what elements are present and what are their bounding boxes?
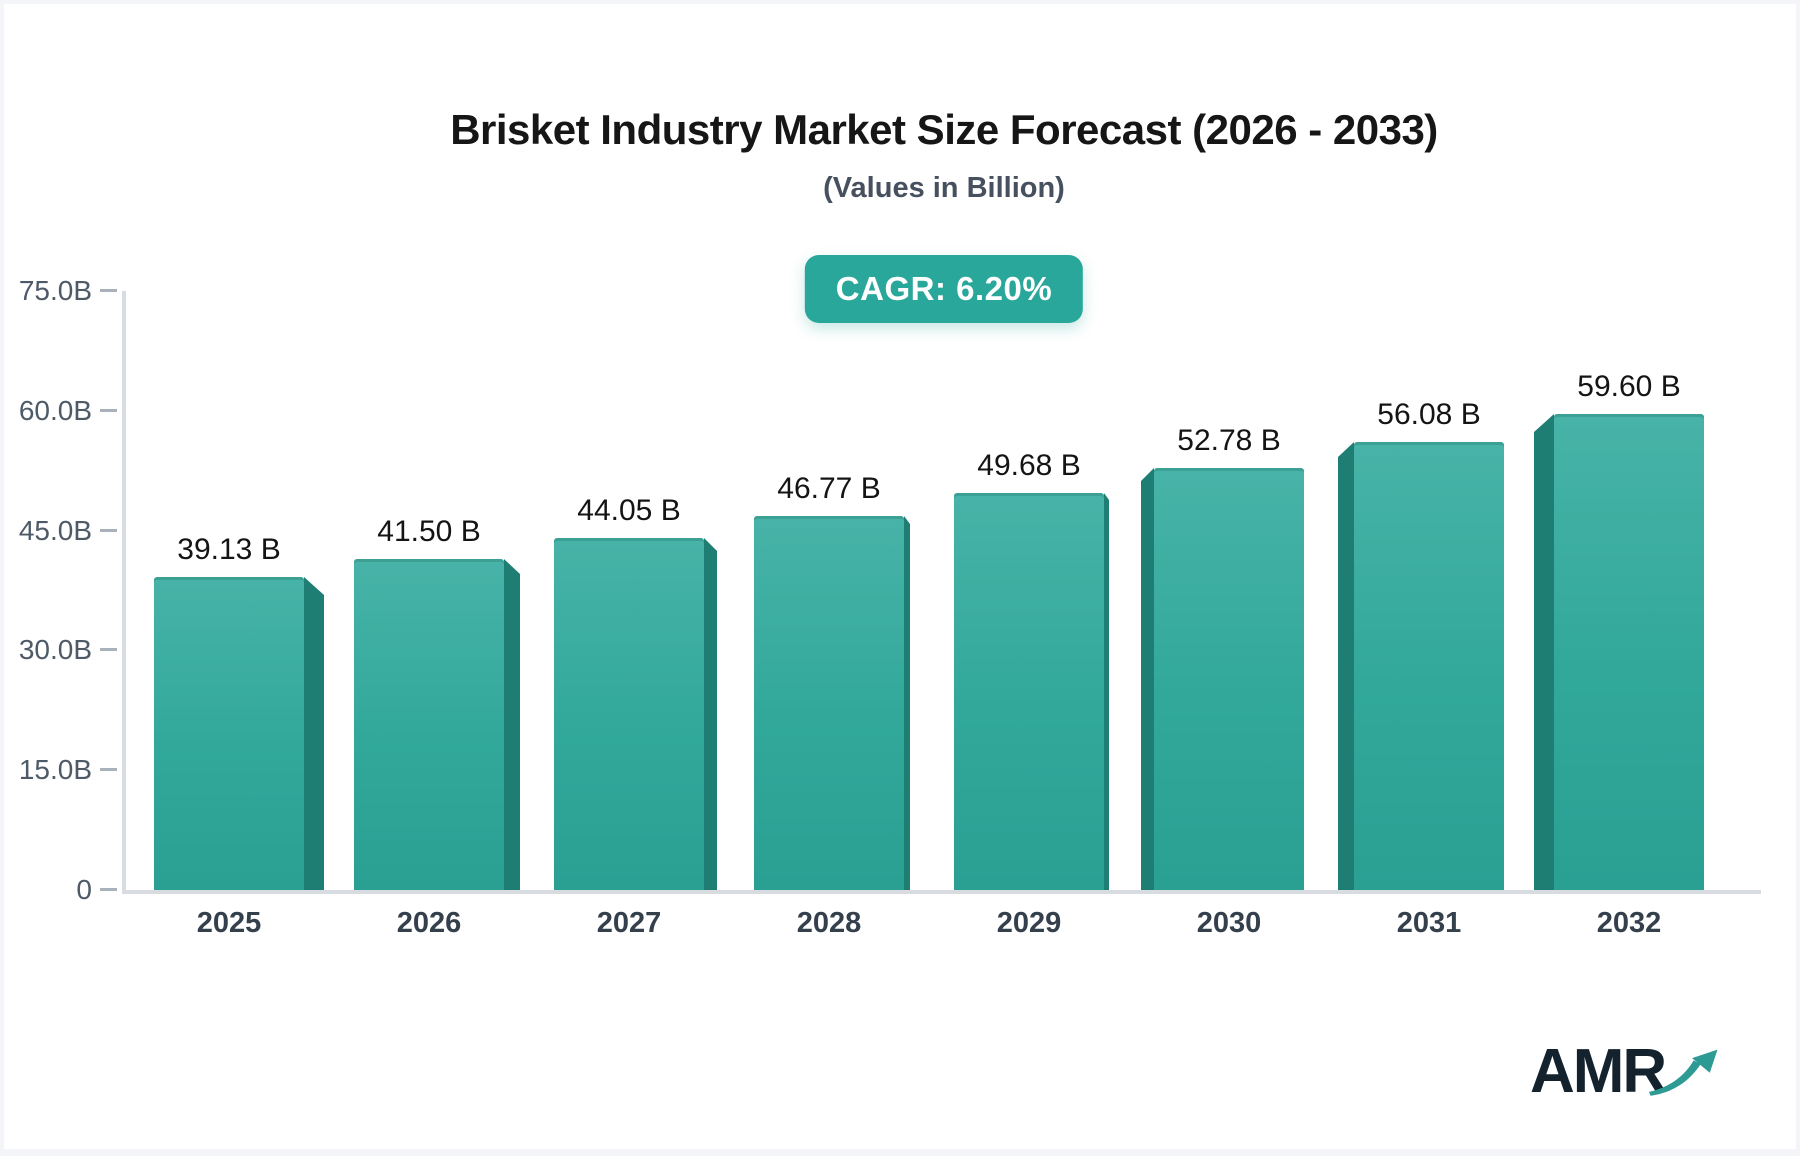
- bar-2029: [954, 493, 1104, 890]
- x-axis-label-2026: 2026: [396, 907, 462, 939]
- y-axis-tick: [100, 529, 117, 532]
- bar-value-label: 44.05 B: [577, 494, 681, 527]
- bar-value-label: 49.68 B: [977, 449, 1081, 482]
- bar-2030-3d-side: [1141, 468, 1154, 890]
- bar-2031-3d-side: [1338, 442, 1354, 890]
- y-axis-tick: [100, 888, 117, 891]
- chart-subtitle: (Values in Billion): [823, 172, 1065, 204]
- y-axis-tick-label: 45.0B: [18, 515, 92, 546]
- bar-2027-3d-side: [704, 538, 717, 890]
- bar-value-label: 46.77 B: [777, 472, 881, 505]
- x-axis-label-2025: 2025: [196, 907, 262, 939]
- y-axis-tick: [100, 409, 117, 412]
- y-axis-tick: [100, 289, 117, 292]
- chart-title: Brisket Industry Market Size Forecast (2…: [450, 106, 1438, 153]
- bar-2032: [1554, 414, 1704, 890]
- y-axis-line: [122, 291, 126, 890]
- bar-chart-plot-area: 75.0B 60.0B 45.0B 30.0B 15.0B 0 39.13 B 2025 41.…: [4, 4, 1796, 1149]
- x-axis-label-2029: 2029: [996, 907, 1062, 939]
- bar-value-label: 39.13 B: [177, 533, 281, 566]
- x-axis-label-2031: 2031: [1396, 907, 1462, 939]
- bar-2026-3d-side: [504, 559, 520, 890]
- bar-value-label: 59.60 B: [1577, 370, 1681, 403]
- bar-2032-3d-side: [1534, 414, 1554, 890]
- bar-value-label: 41.50 B: [377, 515, 481, 548]
- y-axis-tick-label: 60.0B: [18, 395, 92, 426]
- bar-2025: [154, 577, 304, 890]
- x-axis-label-2027: 2027: [596, 907, 662, 939]
- bar-2030: [1154, 468, 1304, 890]
- cagr-badge: CAGR: 6.20%: [804, 255, 1084, 323]
- x-axis-label-2030: 2030: [1196, 907, 1262, 939]
- x-axis-baseline: [122, 890, 1761, 894]
- y-axis-tick-label: 30.0B: [18, 634, 92, 665]
- x-axis-label-2032: 2032: [1596, 907, 1662, 939]
- bar-2028: [754, 516, 904, 890]
- amr-logo-text: AMR: [1530, 1037, 1667, 1106]
- y-axis-tick-label: 0: [76, 874, 92, 905]
- bar-value-label: 56.08 B: [1377, 398, 1481, 431]
- bar-2029-3d-side: [1104, 493, 1109, 890]
- bar-2031: [1354, 442, 1504, 890]
- y-axis-tick-label: 15.0B: [18, 754, 92, 785]
- amr-logo: AMR: [1530, 1032, 1720, 1112]
- chart-card: Brisket Industry Market Size Forecast (2…: [4, 4, 1796, 1149]
- x-axis-label-2028: 2028: [796, 907, 862, 939]
- y-axis-tick: [100, 648, 117, 651]
- y-axis-tick-label: 75.0B: [18, 275, 92, 306]
- bar-2027: [554, 538, 704, 890]
- y-axis-tick: [100, 768, 117, 771]
- bar-value-label: 52.78 B: [1177, 424, 1281, 457]
- bar-2028-3d-side: [904, 516, 910, 890]
- trending-up-arrow-icon: [1649, 1049, 1718, 1096]
- bar-2026: [354, 559, 504, 890]
- bar-2025-3d-side: [304, 577, 324, 890]
